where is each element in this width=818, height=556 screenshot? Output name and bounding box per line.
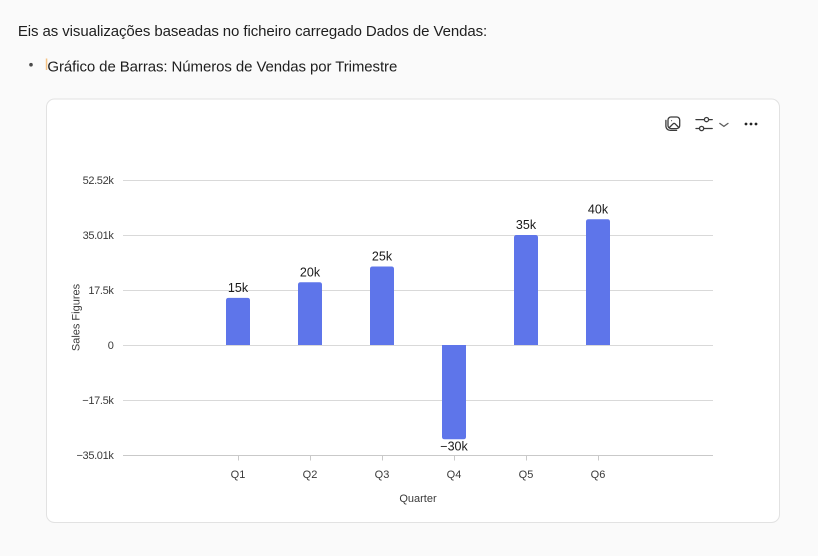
- svg-text:20k: 20k: [300, 265, 321, 279]
- svg-text:35k: 35k: [516, 218, 537, 232]
- svg-text:Q5: Q5: [519, 469, 534, 481]
- svg-text:Eis as visualizações baseadas: Eis as visualizações baseadas no ficheir…: [18, 23, 487, 40]
- svg-text:Q4: Q4: [447, 469, 462, 481]
- svg-text:Q3: Q3: [375, 469, 390, 481]
- svg-text:Q6: Q6: [591, 469, 606, 481]
- svg-text:Q2: Q2: [303, 469, 318, 481]
- svg-text:Q1: Q1: [231, 469, 246, 481]
- svg-text:15k: 15k: [228, 281, 249, 295]
- svg-text:17.5k: 17.5k: [88, 285, 114, 297]
- svg-text:25k: 25k: [372, 250, 393, 264]
- svg-text:0: 0: [108, 340, 114, 352]
- svg-text:−30k: −30k: [440, 439, 468, 453]
- svg-text:Sales Figures: Sales Figures: [71, 283, 83, 351]
- svg-text:−35.01k: −35.01k: [76, 450, 114, 462]
- svg-text:35.01k: 35.01k: [83, 230, 115, 242]
- svg-text:52.52k: 52.52k: [83, 175, 115, 187]
- svg-text:Quarter: Quarter: [399, 493, 437, 505]
- svg-text:−17.5k: −17.5k: [82, 395, 114, 407]
- svg-text:Gráfico de Barras: Números de: Gráfico de Barras: Números de Vendas por…: [47, 59, 397, 76]
- svg-text:40k: 40k: [588, 203, 609, 217]
